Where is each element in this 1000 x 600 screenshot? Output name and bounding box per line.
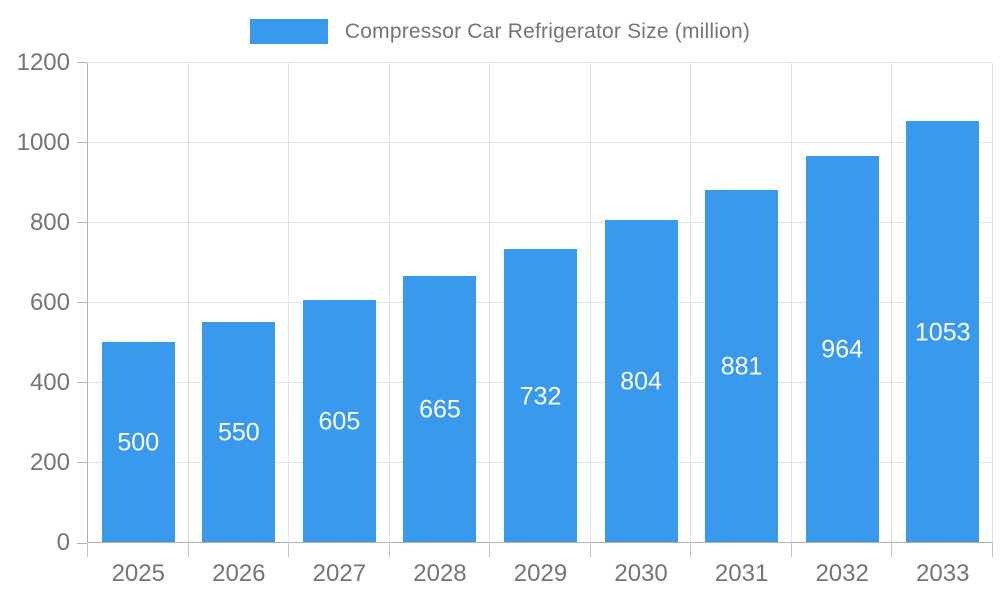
y-axis-label: 1000 [16,129,70,156]
y-axis-tick [77,382,87,383]
x-axis-tick [992,542,993,557]
gridline-vertical [891,63,892,542]
y-axis-tick [77,543,87,544]
y-axis-label: 400 [29,369,70,396]
legend-swatch [249,19,328,44]
x-axis-label: 2032 [815,560,869,587]
y-axis-tick [77,302,87,303]
bar-value-label: 500 [117,428,160,457]
gridline-horizontal [88,222,992,223]
y-axis-tick [77,62,87,63]
x-axis-label: 2033 [916,560,970,587]
x-axis-tick [590,542,591,557]
x-axis-tick [87,542,88,557]
x-axis-label: 2030 [614,560,668,587]
x-axis-tick [288,542,289,557]
y-axis-label: 600 [29,289,70,316]
gridline-vertical [590,63,591,542]
bar-value-label: 732 [519,382,562,410]
bar-value-label: 665 [419,395,461,424]
gridline-horizontal [88,62,992,63]
gridline-horizontal [88,142,992,143]
x-axis-tick [489,542,490,557]
bar-2029[interactable] [504,249,577,542]
y-axis-label: 0 [56,529,70,556]
y-axis-tick [77,142,87,143]
bar-2033[interactable] [906,121,979,542]
y-axis-tick [77,222,87,223]
bar-2031[interactable] [705,190,778,542]
bar-value-label: 881 [720,352,763,381]
x-axis-tick [389,542,390,557]
bar-value-label: 605 [318,407,361,436]
gridline-vertical [690,63,691,542]
y-axis-label: 800 [29,209,70,236]
bar-2028[interactable] [403,276,476,542]
x-axis-tick [690,542,691,557]
x-axis-tick [188,542,189,557]
x-axis-label: 2025 [111,560,165,587]
plot-area: 0 200 400 600 800 1000 1200 500 2025 550 2026 605 20… [17,51,993,586]
gridline-vertical [791,63,792,542]
x-axis-label: 2027 [312,560,367,587]
x-axis-tick [891,542,892,557]
bar-2032[interactable] [806,156,879,542]
bar-2025[interactable] [102,342,175,542]
bar-2027[interactable] [303,300,376,542]
gridline-vertical [489,63,490,542]
x-axis-label: 2029 [513,560,568,587]
gridline-vertical [389,63,390,542]
x-axis-label: 2026 [212,560,266,587]
gridline-vertical [288,63,289,542]
y-axis-label: 200 [29,449,70,476]
bar-value-label: 550 [217,418,260,447]
bar-value-label: 804 [620,367,662,396]
gridline-vertical [992,63,993,542]
bar-value-label: 964 [821,335,864,364]
legend[interactable]: Compressor Car Refrigerator Size (millio… [0,19,1000,44]
y-axis-label: 1200 [16,49,70,76]
x-axis-label: 2031 [714,560,769,587]
x-axis-label: 2028 [413,560,467,587]
bar-2030[interactable] [605,220,678,542]
x-axis-tick [791,542,792,557]
y-axis-tick [77,462,87,463]
bar-value-label: 1053 [914,318,971,346]
bar-2026[interactable] [202,322,275,542]
legend-label: Compressor Car Refrigerator Size (millio… [344,19,751,43]
gridline-vertical [188,63,189,542]
